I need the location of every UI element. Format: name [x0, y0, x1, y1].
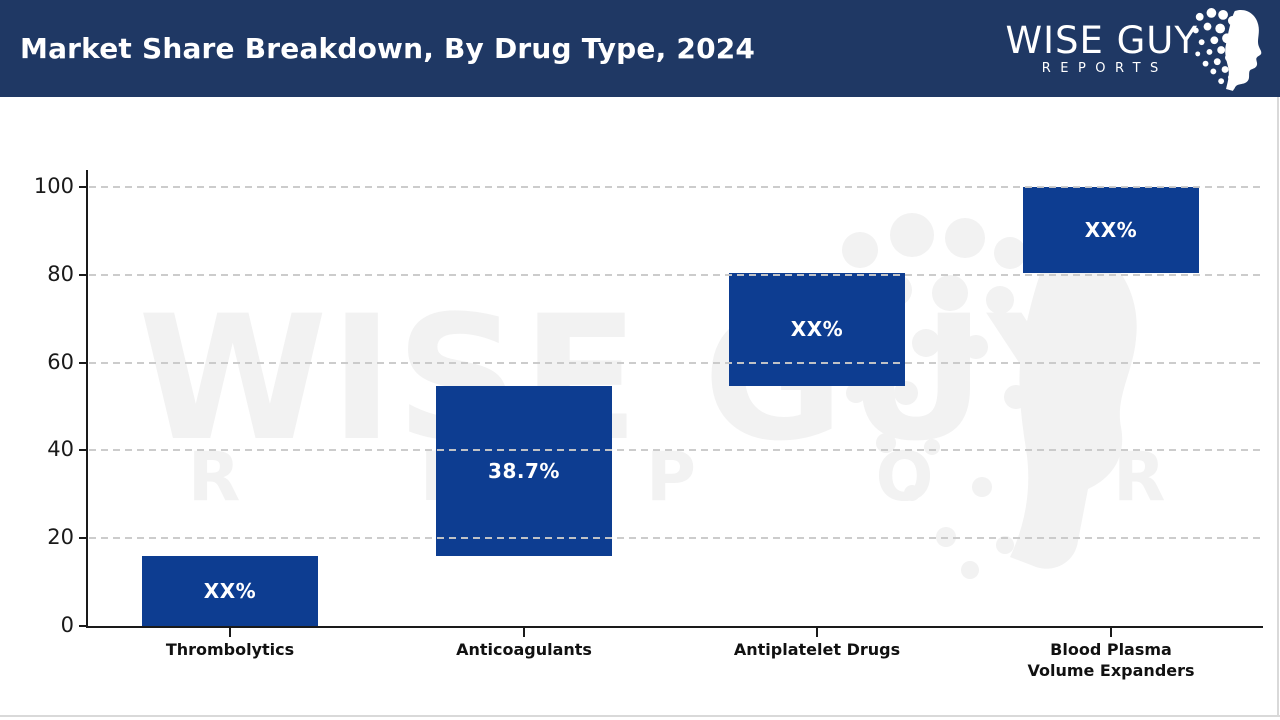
gridline	[89, 186, 1262, 188]
x-axis-line	[86, 626, 1263, 628]
y-tick-label: 20	[47, 525, 74, 550]
x-tick-mark	[1110, 628, 1112, 637]
wise-guy-logo: WISE GUY REPORTS	[1006, 6, 1266, 92]
x-category-label: Anticoagulants	[456, 640, 592, 659]
y-tick-mark	[79, 273, 87, 276]
y-tick-mark	[79, 537, 87, 540]
bar-value-label: XX%	[1084, 217, 1138, 242]
x-category-label: Antiplatelet Drugs	[733, 640, 901, 659]
gridline	[89, 449, 1262, 452]
y-tick-label: 60	[47, 349, 74, 374]
y-tick-label: 80	[47, 261, 74, 286]
bar-value-label: XX%	[203, 578, 257, 603]
y-tick-label: 0	[60, 613, 74, 637]
bar-antiplatelet-drugs: XX%	[729, 272, 905, 386]
y-tick-mark	[79, 361, 87, 364]
bar-value-label: XX%	[790, 317, 844, 342]
y-tick-label: 100	[33, 174, 74, 198]
y-tick-label: 40	[47, 437, 74, 462]
logo-subtitle: REPORTS	[1041, 61, 1168, 77]
y-axis-line	[86, 170, 88, 627]
y-tick-mark	[79, 449, 87, 452]
logo-text: WISE GUY REPORTS	[1005, 18, 1198, 77]
watermark-dotted-head	[824, 213, 1137, 579]
bar-thrombolytics: XX%	[142, 555, 318, 626]
gridline	[89, 273, 1262, 276]
bar-anticoagulants: 38.7%	[436, 385, 612, 556]
bar-blood-plasma-volume-expanders: XX%	[1023, 187, 1199, 273]
right-border-line	[1277, 97, 1279, 717]
watermark-wordmark: WISE GUY	[138, 278, 1115, 479]
y-tick-mark	[79, 625, 87, 627]
page-title: Market Share Breakdown, By Drug Type, 20…	[20, 32, 756, 65]
gridline	[89, 361, 1262, 364]
y-tick-mark	[79, 186, 87, 188]
x-tick-mark	[816, 628, 818, 637]
chart-header: Market Share Breakdown, By Drug Type, 20…	[0, 0, 1280, 97]
dotted-head-icon	[1192, 8, 1262, 91]
bottom-border-line	[0, 715, 1280, 717]
x-category-label: Blood Plasma Volume Expanders	[1027, 640, 1195, 681]
x-tick-mark	[229, 628, 231, 637]
x-tick-mark	[523, 628, 525, 637]
gridline	[89, 537, 1262, 540]
logo-wordmark: WISE GUY	[1005, 18, 1198, 62]
plot-area: 0 20 40 60 80 100 XX% Thrombolytics 38.7% Anticoa…	[0, 97, 1280, 717]
x-category-label: Thrombolytics	[165, 640, 295, 659]
bar-value-label: 38.7%	[488, 458, 560, 483]
